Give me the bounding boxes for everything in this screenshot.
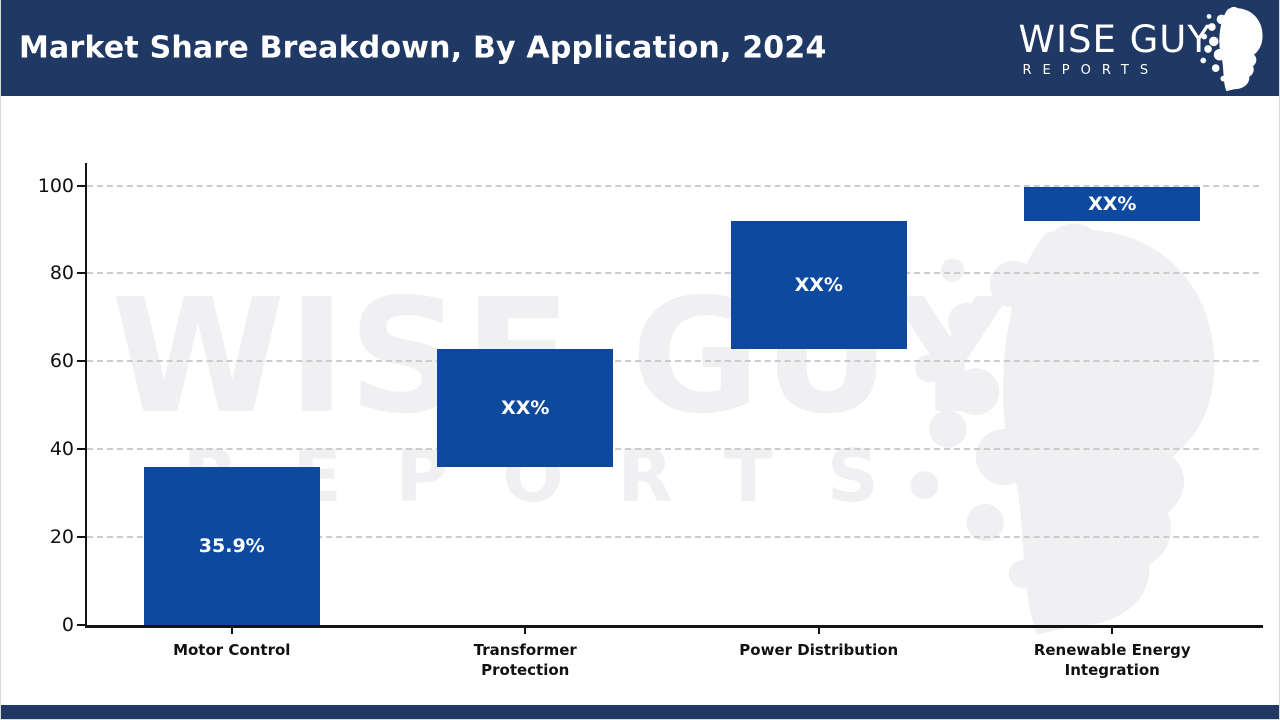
x-category-label: Power Distribution <box>739 641 899 659</box>
y-axis-line <box>85 163 87 628</box>
gridline <box>87 360 1259 363</box>
x-tick-mark <box>1111 628 1114 634</box>
bar-value-label: XX% <box>794 274 843 297</box>
gridline <box>87 448 1259 451</box>
logo-sub: REPORTS <box>1022 62 1160 78</box>
bar-value-label: XX% <box>1088 192 1137 215</box>
y-tick-mark <box>77 536 85 539</box>
y-tick-label: 100 <box>37 174 74 197</box>
logo-name: WISE GUY <box>1018 17 1211 61</box>
bar-value-label: XX% <box>501 397 550 420</box>
y-tick-mark <box>77 272 85 275</box>
bar-segment: XX% <box>437 349 614 468</box>
y-tick-mark <box>77 360 85 363</box>
x-tick-mark <box>230 628 233 634</box>
x-category-label: Renewable Energy Integration <box>1033 641 1191 679</box>
gridline <box>87 184 1259 187</box>
header-band: Market Share Breakdown, By Application, … <box>1 0 1279 96</box>
x-category-label: Transformer Protection <box>473 641 577 679</box>
y-tick-label: 20 <box>49 526 74 549</box>
x-category-label: Motor Control <box>173 641 291 659</box>
logo: WISE GUY REPORTS <box>1019 6 1267 92</box>
page-title: Market Share Breakdown, By Application, … <box>19 30 827 66</box>
y-tick-label: 0 <box>61 614 74 636</box>
y-tick-label: 60 <box>49 350 74 373</box>
x-tick-mark <box>524 628 527 634</box>
bar-segment: XX% <box>730 220 907 350</box>
logo-head-icon <box>1200 6 1263 92</box>
y-tick-label: 40 <box>49 438 74 461</box>
y-tick-mark <box>77 184 85 187</box>
y-tick-mark <box>77 624 85 626</box>
gridline <box>87 536 1259 539</box>
bar-segment: 35.9% <box>143 467 320 625</box>
watermark-head-icon <box>910 223 1215 635</box>
bar-segment: XX% <box>1024 187 1201 221</box>
footer-bar <box>1 705 1279 719</box>
y-tick-mark <box>77 448 85 451</box>
x-tick-mark <box>817 628 820 634</box>
gridline <box>87 272 1259 275</box>
x-axis-line <box>85 625 1263 628</box>
y-tick-label: 80 <box>49 262 74 285</box>
bar-value-label: 35.9% <box>198 535 265 558</box>
logo-text: WISE GUY REPORTS <box>1019 21 1211 78</box>
